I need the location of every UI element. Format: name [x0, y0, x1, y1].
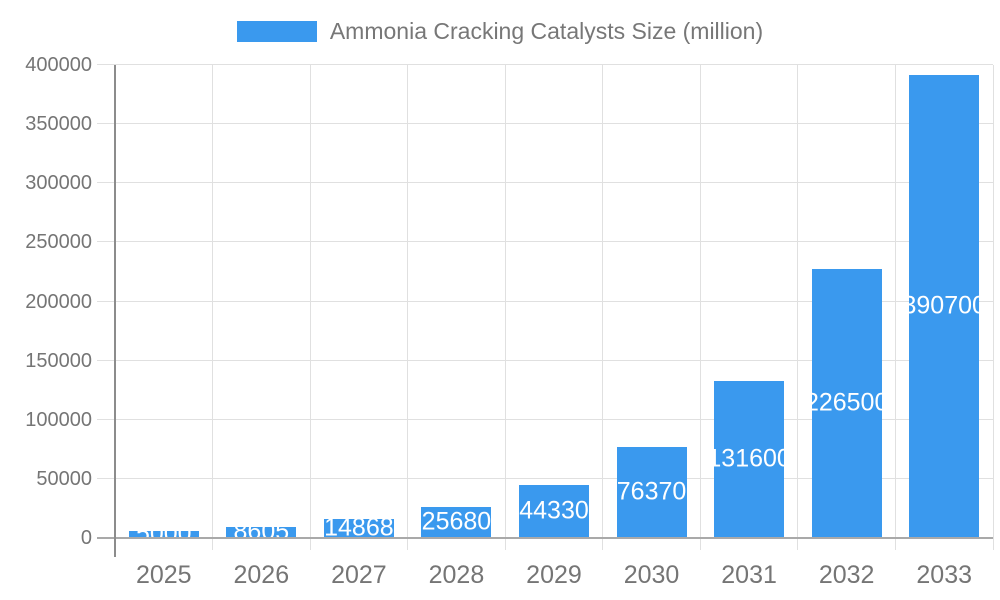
bar-value-label: 8605: [234, 527, 290, 537]
bar-value-label: 76370: [616, 477, 687, 506]
bar-2033[interactable]: 390700: [909, 75, 980, 537]
bar-value-label: 390700: [909, 291, 980, 320]
legend-swatch[interactable]: [236, 20, 317, 42]
bar-value-label: 5000: [136, 531, 192, 537]
legend-series-label[interactable]: Ammonia Cracking Catalysts Size (million…: [329, 17, 764, 44]
x-axis-tick-label: 2027: [331, 561, 387, 589]
bar-value-label: 226500: [811, 388, 882, 417]
h-gridline: [97, 123, 993, 125]
y-axis-tick-label: 0: [80, 527, 92, 549]
bar-value-label: 14868: [324, 519, 394, 537]
y-axis-line: [114, 65, 116, 557]
y-axis-tick-label: 200000: [25, 290, 92, 313]
x-axis-tick-label: 2029: [526, 561, 582, 589]
x-axis-tick-label: 2026: [233, 561, 290, 589]
x-axis-tick-label: 2028: [428, 561, 485, 589]
bar-2025[interactable]: 5000: [128, 531, 199, 537]
v-gridline: [797, 65, 799, 550]
v-gridline: [407, 65, 409, 550]
bar-value-label: 25680: [421, 507, 492, 536]
x-axis-line: [97, 537, 993, 539]
bar-2031[interactable]: 131600: [714, 381, 785, 537]
h-gridline: [97, 182, 993, 184]
y-axis-tick-label: 150000: [25, 349, 92, 372]
v-gridline: [699, 65, 701, 550]
h-gridline: [97, 64, 993, 65]
h-gridline: [97, 418, 993, 420]
bar-2029[interactable]: 44330: [519, 485, 589, 537]
v-gridline: [212, 65, 214, 550]
y-axis-tick-label: 300000: [25, 172, 92, 195]
v-gridline: [504, 65, 506, 550]
h-gridline: [97, 241, 993, 243]
y-axis-tick-label: 50000: [36, 467, 92, 490]
h-gridline: [97, 359, 993, 361]
v-gridline: [894, 65, 896, 550]
bar-value-label: 131600: [714, 444, 785, 473]
x-axis-tick-label: 2030: [623, 561, 680, 589]
plot-area: 0 50000 100000 150000 200000 250000 300000 3500…: [25, 54, 994, 589]
y-axis-tick-label: 250000: [25, 231, 92, 254]
h-gridline: [97, 300, 993, 302]
v-gridline: [602, 65, 604, 550]
bar-2030[interactable]: 76370: [616, 447, 687, 537]
bar-value-label: 44330: [519, 496, 589, 525]
bar-2026[interactable]: 8605: [226, 527, 297, 537]
bar-2028[interactable]: 25680: [421, 507, 492, 537]
bar-2027[interactable]: 14868: [323, 519, 394, 537]
v-gridline: [309, 65, 311, 550]
y-axis-tick-label: 100000: [25, 408, 92, 431]
y-axis-tick-label: 350000: [25, 113, 92, 136]
h-gridline: [97, 477, 993, 479]
v-gridline: [992, 65, 994, 550]
y-axis-tick-label: 400000: [25, 54, 92, 76]
x-axis-tick-label: 2033: [916, 561, 973, 589]
chart-legend: Ammonia Cracking Catalysts Size (million…: [0, 12, 1000, 50]
x-axis-tick-label: 2025: [135, 561, 192, 589]
x-axis-tick-label: 2031: [721, 561, 777, 589]
x-axis-tick-label: 2032: [818, 561, 875, 589]
bar-2032[interactable]: 226500: [811, 269, 882, 537]
